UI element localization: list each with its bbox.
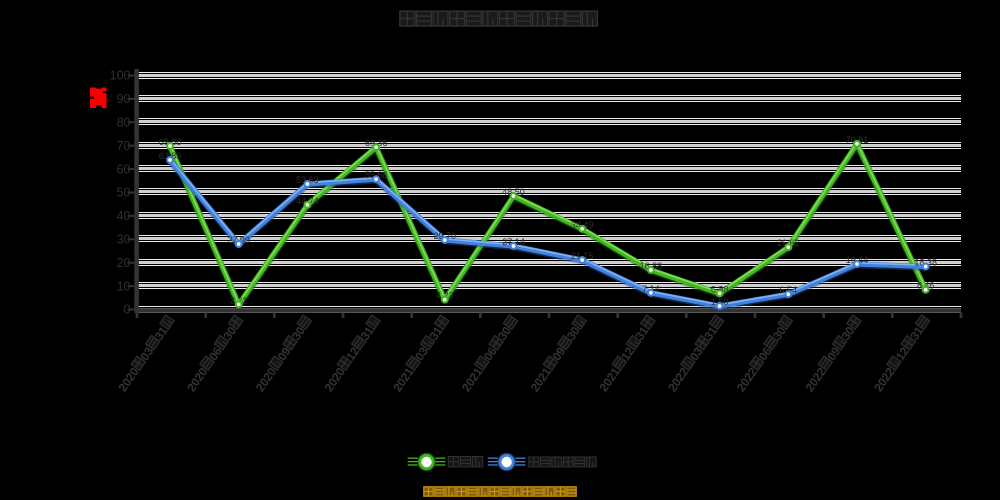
svg-text:69.88: 69.88 [159, 137, 182, 147]
svg-text:6.54: 6.54 [780, 285, 798, 295]
svg-text:26.62: 26.62 [777, 238, 800, 248]
svg-text:16.88: 16.88 [640, 261, 663, 271]
svg-text:55.68: 55.68 [365, 170, 388, 180]
svg-text:90: 90 [117, 92, 131, 106]
svg-text:1.50: 1.50 [711, 297, 729, 307]
svg-text:8.46: 8.46 [917, 281, 935, 291]
svg-text:44.74: 44.74 [296, 196, 319, 206]
svg-text:27.14: 27.14 [502, 237, 525, 247]
svg-text:6.88: 6.88 [711, 284, 729, 294]
svg-text:53.63: 53.63 [296, 175, 319, 185]
svg-text:19.44: 19.44 [846, 255, 869, 265]
svg-text:40: 40 [117, 209, 131, 223]
svg-text:2.21: 2.21 [230, 295, 248, 305]
svg-text:7.14: 7.14 [642, 284, 660, 294]
svg-text:34.49: 34.49 [571, 220, 594, 230]
svg-text:30: 30 [117, 233, 131, 247]
svg-text:29.70: 29.70 [434, 231, 457, 241]
svg-text:50: 50 [117, 186, 131, 200]
svg-text:10: 10 [117, 279, 131, 293]
svg-text:0: 0 [124, 303, 131, 317]
svg-text:20: 20 [117, 256, 131, 270]
svg-text:100: 100 [110, 69, 131, 83]
svg-text:60: 60 [117, 162, 131, 176]
svg-text:69.36: 69.36 [365, 138, 388, 148]
svg-text:4.23: 4.23 [436, 291, 454, 301]
svg-text:70: 70 [117, 139, 131, 153]
svg-text:27.99: 27.99 [227, 235, 250, 245]
svg-text:21.15: 21.15 [571, 251, 594, 261]
svg-text:70.81: 70.81 [846, 135, 869, 145]
svg-text:48.50: 48.50 [502, 187, 525, 197]
svg-text:80: 80 [117, 116, 131, 130]
svg-text:18.38: 18.38 [914, 258, 937, 268]
svg-text:63.89: 63.89 [159, 151, 182, 161]
